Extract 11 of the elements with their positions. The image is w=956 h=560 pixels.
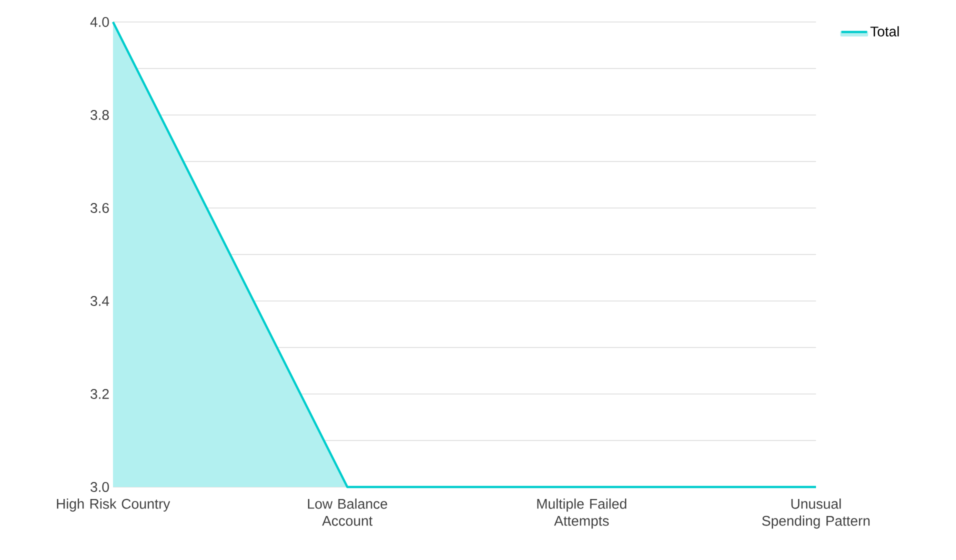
- y-tick-label: 3.6: [90, 203, 109, 213]
- y-tick-label: 3.2: [90, 389, 109, 399]
- x-tick-label: High Risk Country: [56, 498, 170, 512]
- y-tick-label: 4.0: [90, 17, 109, 27]
- y-tick-label: 3.0: [90, 482, 109, 492]
- legend-label: Total: [870, 26, 899, 36]
- x-tick-label: Multiple Failed Attempts: [537, 498, 626, 529]
- y-tick-label: 3.8: [90, 110, 109, 120]
- x-tick-label: Low Balance Account: [308, 498, 388, 526]
- y-tick-label: 3.4: [90, 296, 110, 306]
- x-tick-label: Unusual Spending Pattern: [762, 498, 870, 529]
